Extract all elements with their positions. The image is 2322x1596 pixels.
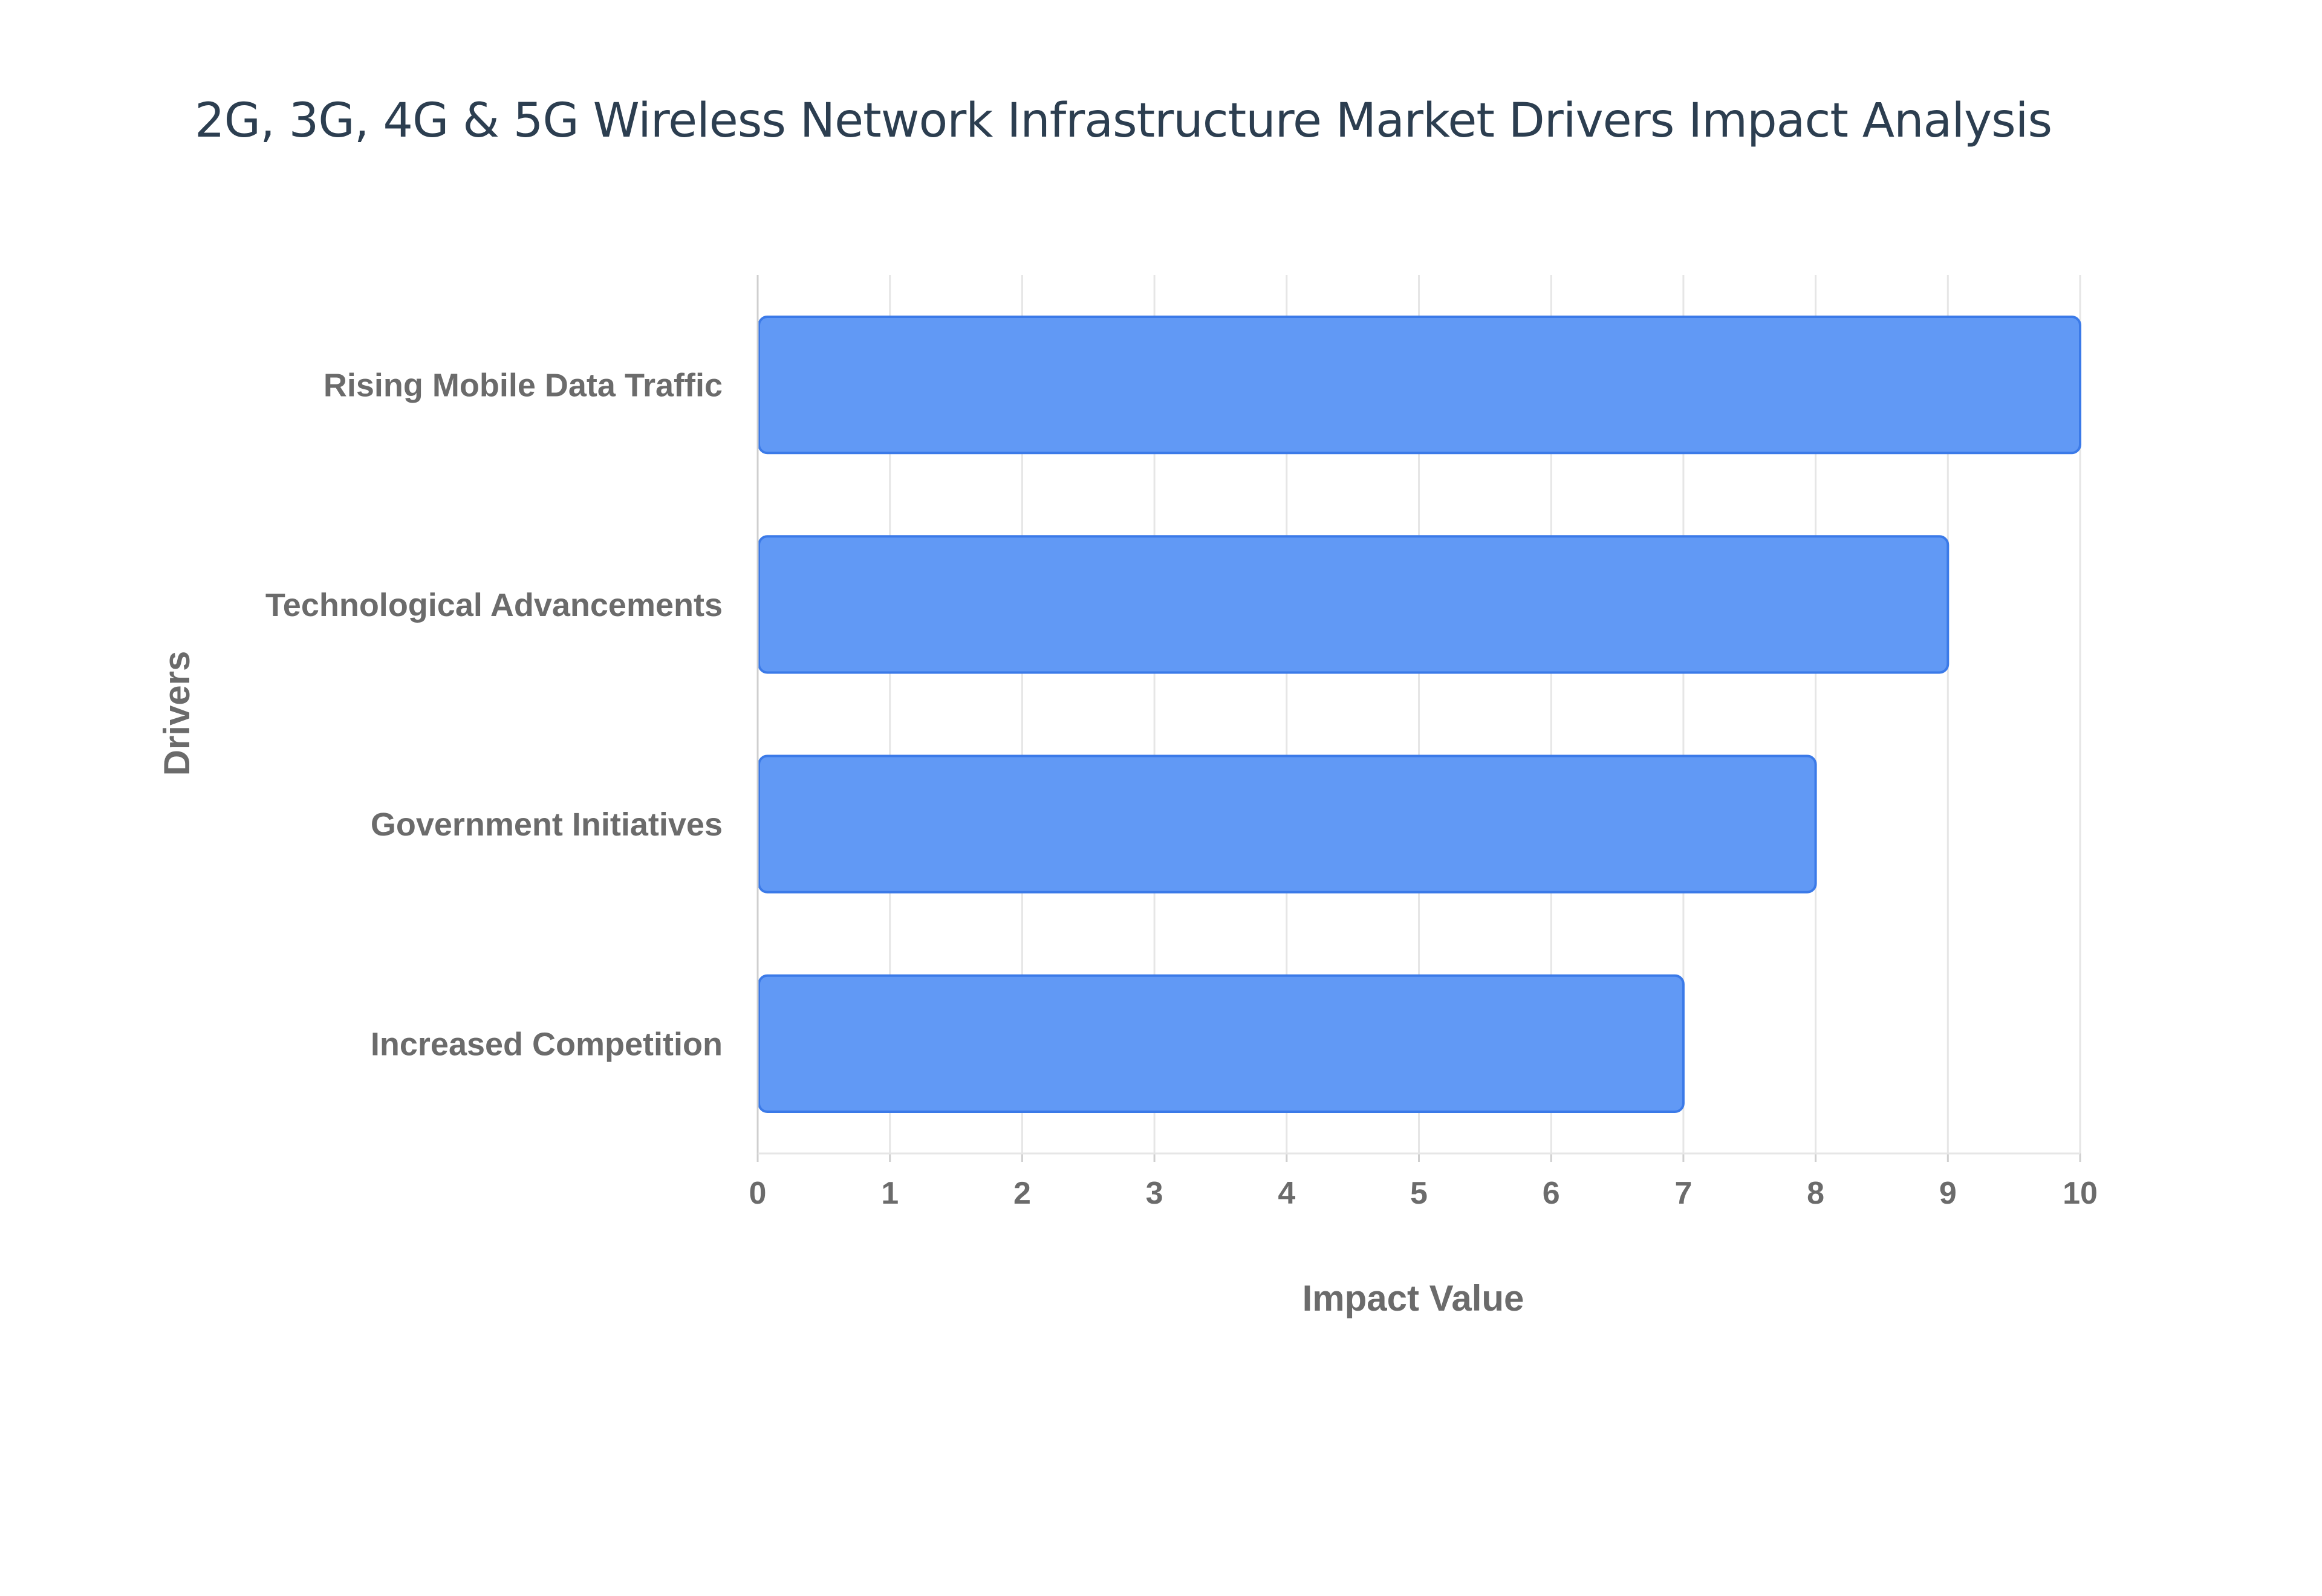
y-tick-labels: Rising Mobile Data Traffic Technological …	[265, 368, 723, 1063]
bar	[758, 316, 2081, 455]
y-tick-label: Rising Mobile Data Traffic	[324, 368, 723, 404]
x-tick-label: 6	[1543, 1176, 1560, 1211]
y-axis-title: Drivers	[157, 651, 197, 776]
x-tick-label: 7	[1674, 1176, 1692, 1211]
bar	[758, 754, 1817, 894]
y-tick-label: Technological Advancements	[265, 587, 723, 623]
x-tick-label: 8	[1807, 1176, 1824, 1211]
x-tick-label: 5	[1410, 1176, 1428, 1211]
x-axis-title: Impact Value	[1302, 1278, 1524, 1319]
x-tick-labels: 0 1 2 3 4 5 6 7 8 9 10	[749, 1176, 2098, 1211]
chart-title: 2G, 3G, 4G & 5G Wireless Network Infrast…	[195, 94, 2052, 148]
x-tick-label: 4	[1278, 1176, 1295, 1211]
y-tick-label: Government Initiatives	[371, 806, 723, 843]
x-tick-label: 0	[749, 1176, 767, 1211]
x-tick-label: 2	[1013, 1176, 1031, 1211]
x-tick-label: 9	[1939, 1176, 1957, 1211]
x-tick-label: 10	[2063, 1176, 2098, 1211]
x-tick-label: 3	[1146, 1176, 1163, 1211]
bars	[758, 316, 2081, 1113]
axes	[756, 275, 2081, 1162]
x-tick-label: 1	[881, 1176, 899, 1211]
y-tick-label: Increased Competition	[371, 1026, 723, 1062]
bar	[758, 974, 1685, 1113]
bar	[758, 535, 1950, 674]
